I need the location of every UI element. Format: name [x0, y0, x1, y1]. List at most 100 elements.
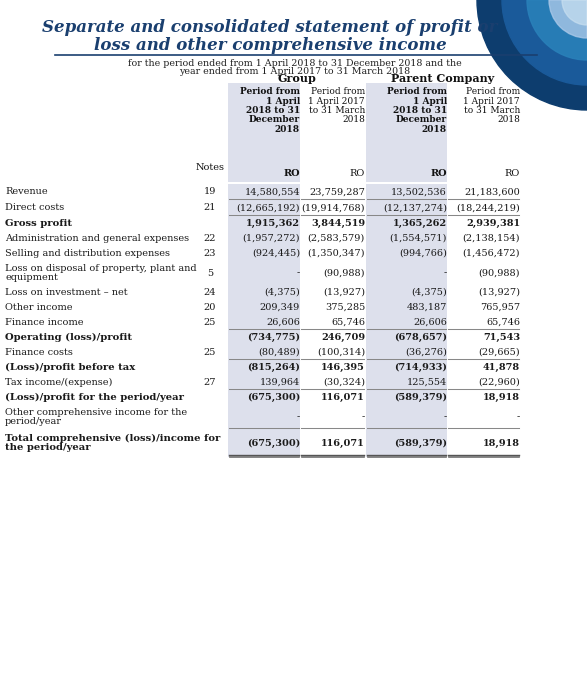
Text: 2018: 2018 [275, 125, 300, 134]
Text: (19,914,768): (19,914,768) [302, 204, 365, 213]
Text: Period from: Period from [465, 87, 520, 96]
Text: Group: Group [277, 74, 316, 85]
Text: 65,746: 65,746 [331, 318, 365, 327]
Text: (90,988): (90,988) [478, 269, 520, 277]
Text: (714,933): (714,933) [394, 363, 447, 372]
Text: 23,759,287: 23,759,287 [309, 188, 365, 197]
Wedge shape [549, 0, 587, 38]
Text: 209,349: 209,349 [260, 303, 300, 312]
Text: (1,350,347): (1,350,347) [308, 249, 365, 258]
Text: 19: 19 [204, 188, 216, 197]
Text: 2018: 2018 [497, 116, 520, 125]
Bar [228, 390, 300, 405]
Text: (30,324): (30,324) [323, 378, 365, 387]
Bar [228, 216, 300, 231]
Bar [366, 405, 447, 429]
Text: 2018 to 31: 2018 to 31 [246, 106, 300, 115]
Text: 765,957: 765,957 [480, 303, 520, 312]
Bar [228, 285, 300, 300]
Text: Finance costs: Finance costs [5, 348, 73, 357]
Text: 18,918: 18,918 [483, 393, 520, 402]
Text: -: - [444, 412, 447, 421]
Text: Other comprehensive income for the: Other comprehensive income for the [5, 407, 187, 416]
Text: 2,939,381: 2,939,381 [466, 219, 520, 228]
Bar [366, 285, 447, 300]
Text: -: - [517, 412, 520, 421]
Text: (2,583,579): (2,583,579) [308, 234, 365, 243]
Bar [228, 345, 300, 360]
Text: (1,554,571): (1,554,571) [390, 234, 447, 243]
Text: December: December [396, 116, 447, 125]
Text: 22: 22 [204, 234, 216, 243]
Text: Loss on disposal of property, plant and: Loss on disposal of property, plant and [5, 264, 197, 273]
Text: (Loss)/profit for the period/year: (Loss)/profit for the period/year [5, 393, 184, 402]
Text: 1 April 2017: 1 April 2017 [308, 97, 365, 106]
Bar [228, 300, 300, 315]
Text: (1,456,472): (1,456,472) [463, 249, 520, 258]
Text: (815,264): (815,264) [247, 363, 300, 372]
Text: 116,071: 116,071 [321, 393, 365, 402]
Text: the period/year: the period/year [5, 443, 90, 452]
Text: 23: 23 [204, 249, 216, 258]
Text: (36,276): (36,276) [405, 348, 447, 357]
Text: -: - [362, 412, 365, 421]
Text: (100,314): (100,314) [317, 348, 365, 357]
Text: 5: 5 [207, 269, 213, 277]
Text: (675,300): (675,300) [247, 393, 300, 402]
Text: (22,960): (22,960) [478, 378, 520, 387]
Text: 116,071: 116,071 [321, 438, 365, 447]
Text: Operating (loss)/profit: Operating (loss)/profit [5, 333, 132, 342]
Text: Loss on investment – net: Loss on investment – net [5, 288, 127, 297]
Text: 21,183,600: 21,183,600 [464, 188, 520, 197]
Text: -: - [297, 412, 300, 421]
Text: -: - [444, 269, 447, 277]
Bar [366, 166, 447, 182]
Bar [228, 360, 300, 375]
Text: (1,957,272): (1,957,272) [242, 234, 300, 243]
Text: Period from: Period from [240, 87, 300, 96]
Text: 1,915,362: 1,915,362 [246, 219, 300, 228]
Text: (678,657): (678,657) [394, 333, 447, 342]
Wedge shape [562, 0, 587, 25]
Text: to 31 March: to 31 March [464, 106, 520, 115]
Bar [366, 375, 447, 390]
Text: Total comprehensive (loss)/income for: Total comprehensive (loss)/income for [5, 433, 220, 443]
Text: (589,379): (589,379) [394, 438, 447, 447]
Text: 125,554: 125,554 [407, 378, 447, 387]
Text: (Loss)/profit before tax: (Loss)/profit before tax [5, 363, 135, 372]
Text: Other income: Other income [5, 303, 73, 312]
Text: (13,927): (13,927) [478, 288, 520, 297]
Bar [366, 246, 447, 261]
Text: RO: RO [505, 169, 520, 178]
Text: 13,502,536: 13,502,536 [392, 188, 447, 197]
Bar [366, 300, 447, 315]
Text: (12,137,274): (12,137,274) [383, 204, 447, 213]
Text: Parent Company: Parent Company [392, 74, 495, 85]
Bar [366, 345, 447, 360]
Bar [228, 83, 300, 171]
Text: 2018: 2018 [342, 116, 365, 125]
Bar [366, 261, 447, 285]
Text: 41,878: 41,878 [483, 363, 520, 372]
Text: (80,489): (80,489) [258, 348, 300, 357]
Text: (4,375): (4,375) [411, 288, 447, 297]
Text: 27: 27 [204, 378, 216, 387]
Bar [366, 360, 447, 375]
Text: 1 April: 1 April [266, 97, 300, 106]
Text: (589,379): (589,379) [394, 393, 447, 402]
Text: RO: RO [350, 169, 365, 178]
Text: 25: 25 [204, 318, 216, 327]
Text: (18,244,219): (18,244,219) [456, 204, 520, 213]
Text: 26,606: 26,606 [266, 318, 300, 327]
Text: 26,606: 26,606 [413, 318, 447, 327]
Wedge shape [477, 0, 587, 110]
Bar [228, 200, 300, 216]
Text: 2018 to 31: 2018 to 31 [393, 106, 447, 115]
Bar [228, 166, 300, 182]
Text: Notes: Notes [195, 162, 224, 172]
Bar [228, 330, 300, 345]
Bar [366, 315, 447, 330]
Text: -: - [297, 269, 300, 277]
Text: (924,445): (924,445) [252, 249, 300, 258]
Bar [228, 231, 300, 246]
